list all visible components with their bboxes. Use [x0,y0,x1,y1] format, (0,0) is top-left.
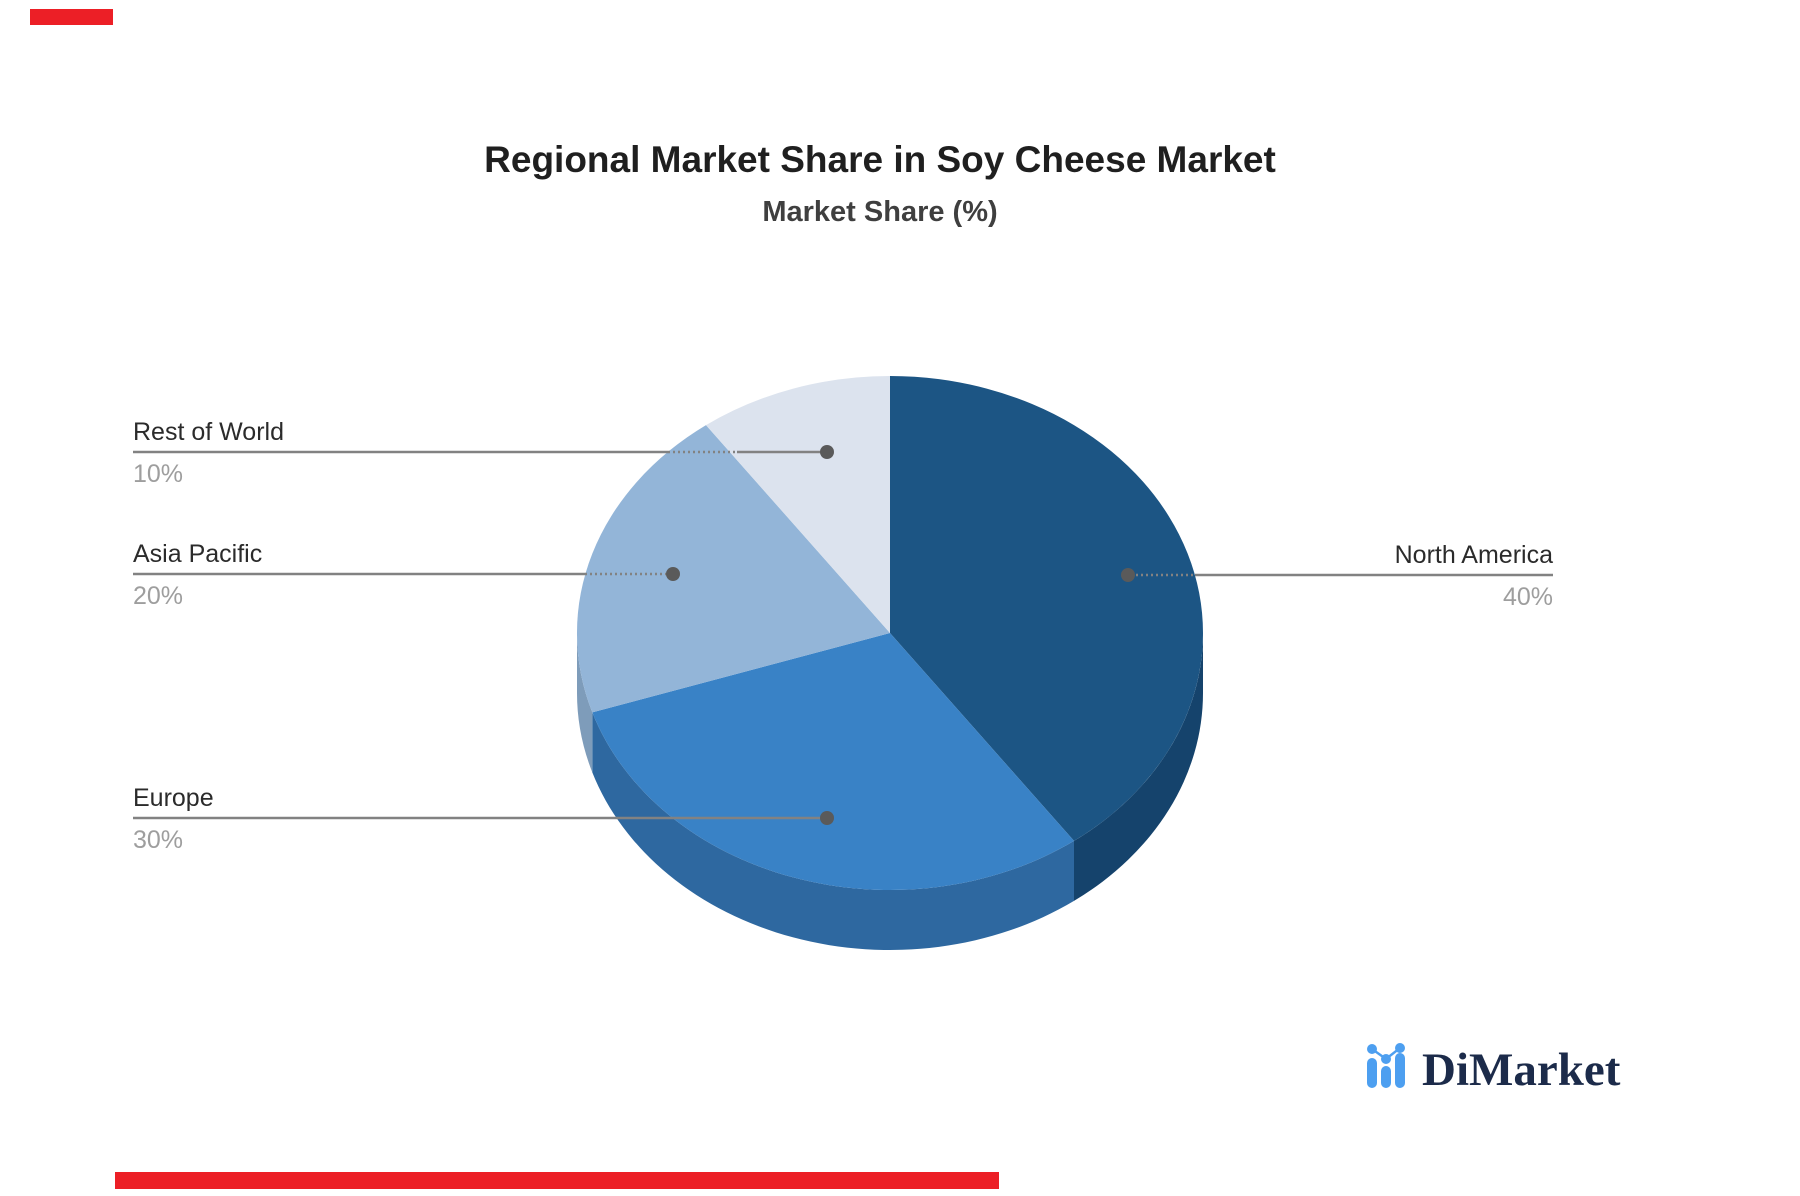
callout-europe: Europe 30% [133,784,834,854]
value-europe: 30% [133,826,183,854]
value-asia-pacific: 20% [133,582,183,610]
pie-slice-north-america[interactable] [890,376,1203,841]
logo: DiMarket [1367,1043,1621,1096]
callout-north-america: North America 40% [1121,541,1553,611]
leader-dot [666,567,680,581]
pie-sides [576,633,1203,951]
redaction-bar-top [30,9,113,25]
leader-dot [1121,568,1135,582]
bar-line-chart-icon [1367,1043,1405,1088]
label-europe: Europe [133,784,214,812]
leader-dot [820,445,834,459]
redaction-bar-bottom [115,1172,999,1189]
logo-bar-1 [1367,1058,1377,1088]
pie-slices [576,376,1203,891]
label-asia-pacific: Asia Pacific [133,540,262,568]
value-rest-of-world: 10% [133,460,183,488]
label-north-america: North America [1395,541,1553,569]
pie-side-europe [592,712,1074,951]
logo-bar-3 [1395,1053,1405,1088]
pie-side-asia-pacific [576,633,593,773]
chart-title: Regional Market Share in Soy Cheese Mark… [484,139,1276,180]
label-rest-of-world: Rest of World [133,418,284,446]
pie-side-north-america [1074,633,1203,901]
leader-dot [820,811,834,825]
pie-slice-europe[interactable] [592,633,1074,891]
callout-asia-pacific: Asia Pacific 20% [133,540,680,610]
value-north-america: 40% [1503,583,1553,611]
logo-dot-3 [1395,1043,1405,1053]
pie-slice-rest-of-world[interactable] [706,376,890,633]
logo-wordmark: DiMarket [1422,1044,1621,1096]
logo-bar-2 [1381,1066,1391,1088]
callout-rest-of-world: Rest of World 10% [133,418,834,488]
logo-dot-2 [1381,1054,1391,1064]
pie-slice-asia-pacific[interactable] [576,425,890,713]
logo-dot-1 [1367,1044,1377,1054]
chart-subtitle: Market Share (%) [762,196,997,228]
